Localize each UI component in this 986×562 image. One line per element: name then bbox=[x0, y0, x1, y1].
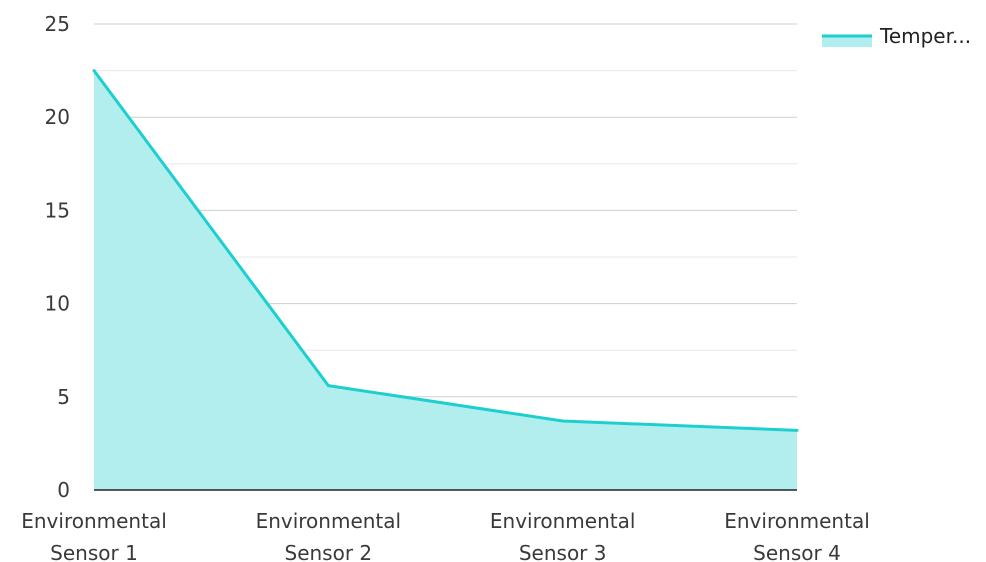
series-line bbox=[92, 69, 799, 432]
x-tick-label: Environmental Sensor 4 bbox=[724, 509, 870, 562]
legend-swatch-fill bbox=[822, 36, 872, 47]
y-axis-ticks: 0 5 10 15 20 25 bbox=[45, 12, 70, 502]
x-tick-label: Environmental Sensor 1 bbox=[21, 509, 167, 562]
series-line-path bbox=[92, 69, 798, 432]
legend-label: Temper... bbox=[879, 24, 971, 48]
series-area bbox=[94, 70, 797, 490]
data-point-1[interactable] bbox=[92, 69, 96, 73]
y-tick-label: 0 bbox=[57, 478, 70, 502]
x-tick-label: Environmental Sensor 2 bbox=[256, 509, 402, 562]
data-point-4[interactable] bbox=[795, 428, 799, 432]
y-tick-label: 10 bbox=[45, 292, 70, 316]
y-tick-label: 5 bbox=[57, 385, 70, 409]
data-point-2[interactable] bbox=[326, 384, 330, 388]
y-tick-label: 20 bbox=[45, 105, 70, 129]
y-tick-label: 15 bbox=[45, 198, 70, 222]
y-tick-label: 25 bbox=[45, 12, 70, 36]
x-axis-ticks: Environmental Sensor 1 Environmental Sensor… bbox=[21, 509, 870, 562]
x-tick-label: Environmental Sensor 3 bbox=[490, 509, 636, 562]
series-area-fill bbox=[94, 70, 797, 490]
legend[interactable]: Temper... bbox=[822, 24, 971, 48]
data-point-3[interactable] bbox=[561, 419, 565, 423]
